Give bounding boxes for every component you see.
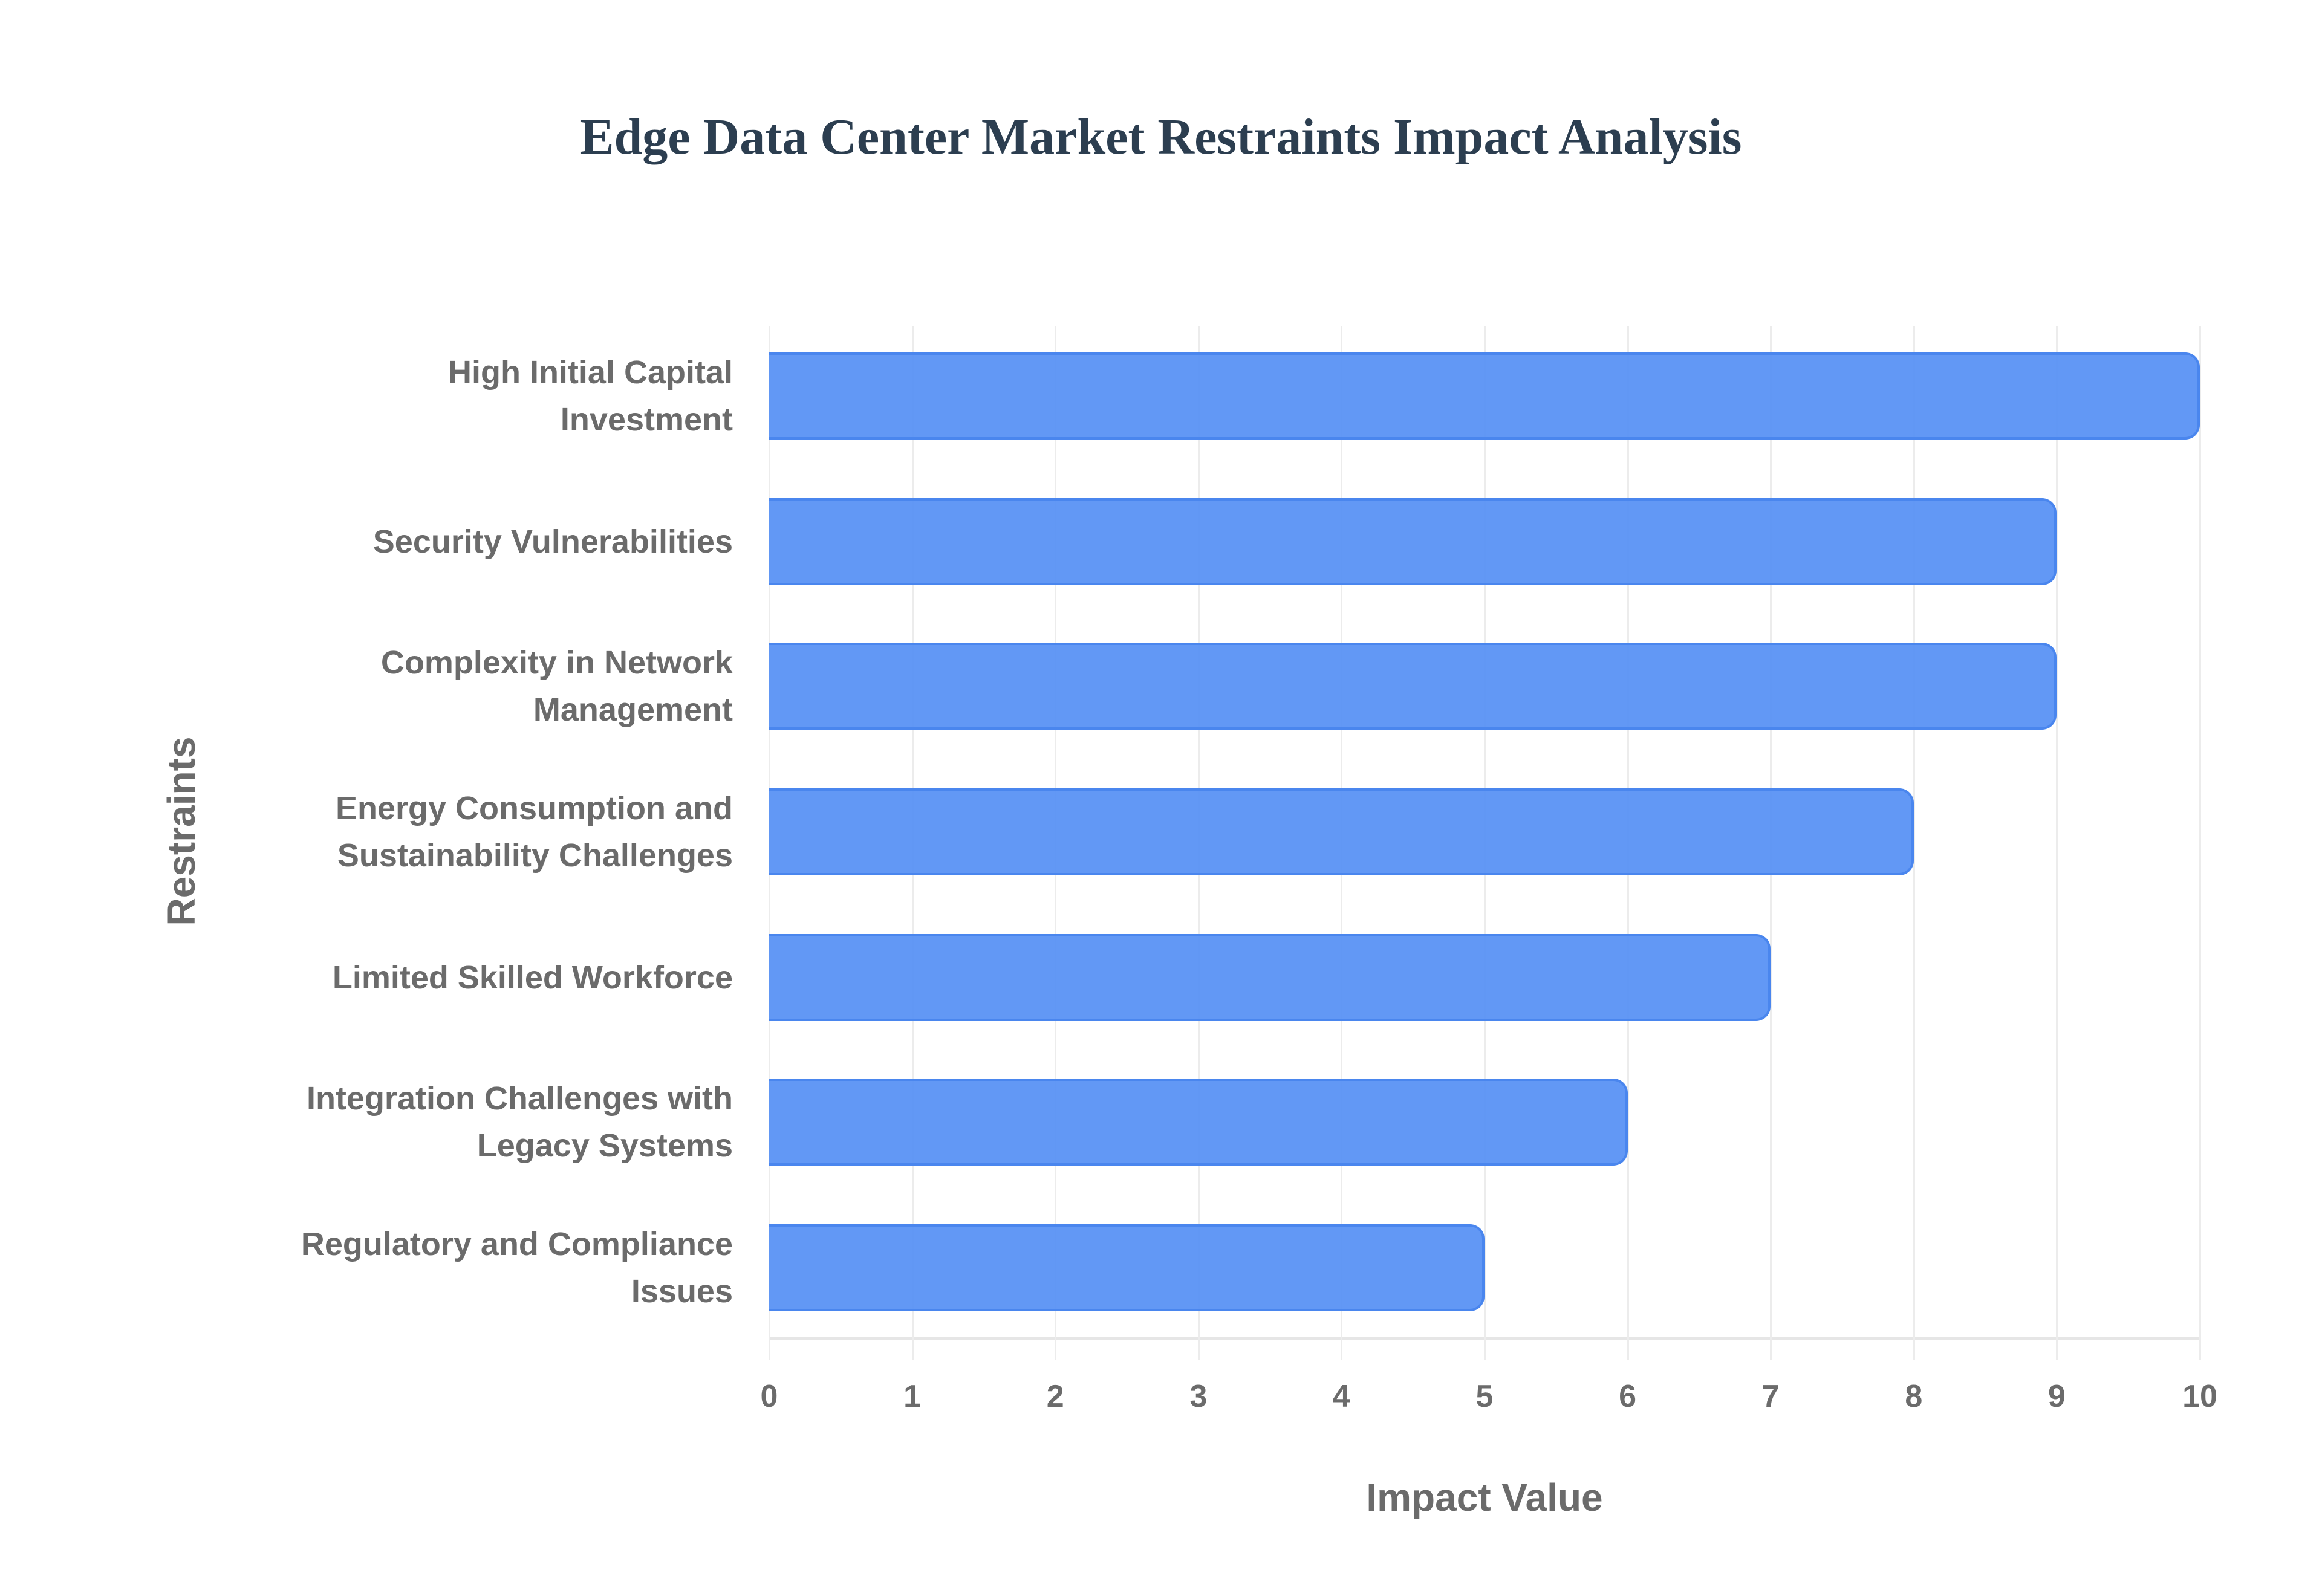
- x-axis-tick-label: 4: [1332, 1379, 1350, 1414]
- y-axis-category-label: Complexity in Network Management: [128, 639, 733, 733]
- y-axis-category-label: High Initial Capital Investment: [128, 349, 733, 443]
- y-axis-category-label: Regulatory and Compliance Issues: [128, 1221, 733, 1315]
- bar[interactable]: [769, 498, 2057, 585]
- category-label-line: Management: [533, 692, 733, 728]
- plot-area: [769, 326, 2201, 1360]
- bar[interactable]: [769, 1224, 1485, 1311]
- category-label-line: Complexity in Network: [380, 644, 733, 681]
- category-label-line: Integration Challenges with: [306, 1080, 733, 1117]
- category-label-line: Energy Consumption and: [335, 790, 733, 826]
- chart-title: Edge Data Center Market Restraints Impac…: [580, 109, 1742, 165]
- y-axis-category-label: Security Vulnerabilities: [128, 518, 733, 565]
- category-label-line: Issues: [631, 1273, 733, 1309]
- x-axis-title: Impact Value: [1366, 1476, 1603, 1519]
- y-axis-category-label: Limited Skilled Workforce: [128, 954, 733, 1001]
- bar[interactable]: [769, 352, 2200, 440]
- y-axis-category-label: Integration Challenges with Legacy System…: [128, 1075, 733, 1169]
- grid-line: [2199, 326, 2201, 1360]
- x-axis-tick-label: 3: [1189, 1379, 1208, 1414]
- category-label-line: Legacy Systems: [476, 1127, 733, 1164]
- x-axis-tick-label: 9: [2047, 1379, 2066, 1414]
- bar[interactable]: [769, 788, 1914, 875]
- bar[interactable]: [769, 1079, 1628, 1166]
- x-axis-tick-label: 7: [1761, 1379, 1780, 1414]
- x-axis-tick-label: 0: [760, 1379, 778, 1414]
- x-axis-tick-label: 1: [903, 1379, 922, 1414]
- category-label-line: Investment: [560, 401, 733, 438]
- x-axis-tick-label: 5: [1475, 1379, 1494, 1414]
- bar[interactable]: [769, 934, 1771, 1021]
- category-label-line: Security Vulnerabilities: [372, 524, 733, 560]
- grid-line: [2056, 326, 2058, 1360]
- bar[interactable]: [769, 643, 2057, 730]
- x-axis-tick-label: 2: [1046, 1379, 1064, 1414]
- grid-line: [1913, 326, 1915, 1360]
- category-label-line: Sustainability Challenges: [337, 837, 733, 874]
- category-label-line: Limited Skilled Workforce: [332, 959, 733, 996]
- x-axis-tick-label: 6: [1619, 1379, 1637, 1414]
- y-axis-category-label: Energy Consumption and Sustainability Cha…: [128, 785, 733, 879]
- x-axis-tick-label: 10: [2182, 1379, 2217, 1414]
- category-label-line: Regulatory and Compliance: [301, 1226, 733, 1262]
- category-label-line: High Initial Capital: [447, 354, 733, 391]
- x-axis-tick-label: 8: [1905, 1379, 1923, 1414]
